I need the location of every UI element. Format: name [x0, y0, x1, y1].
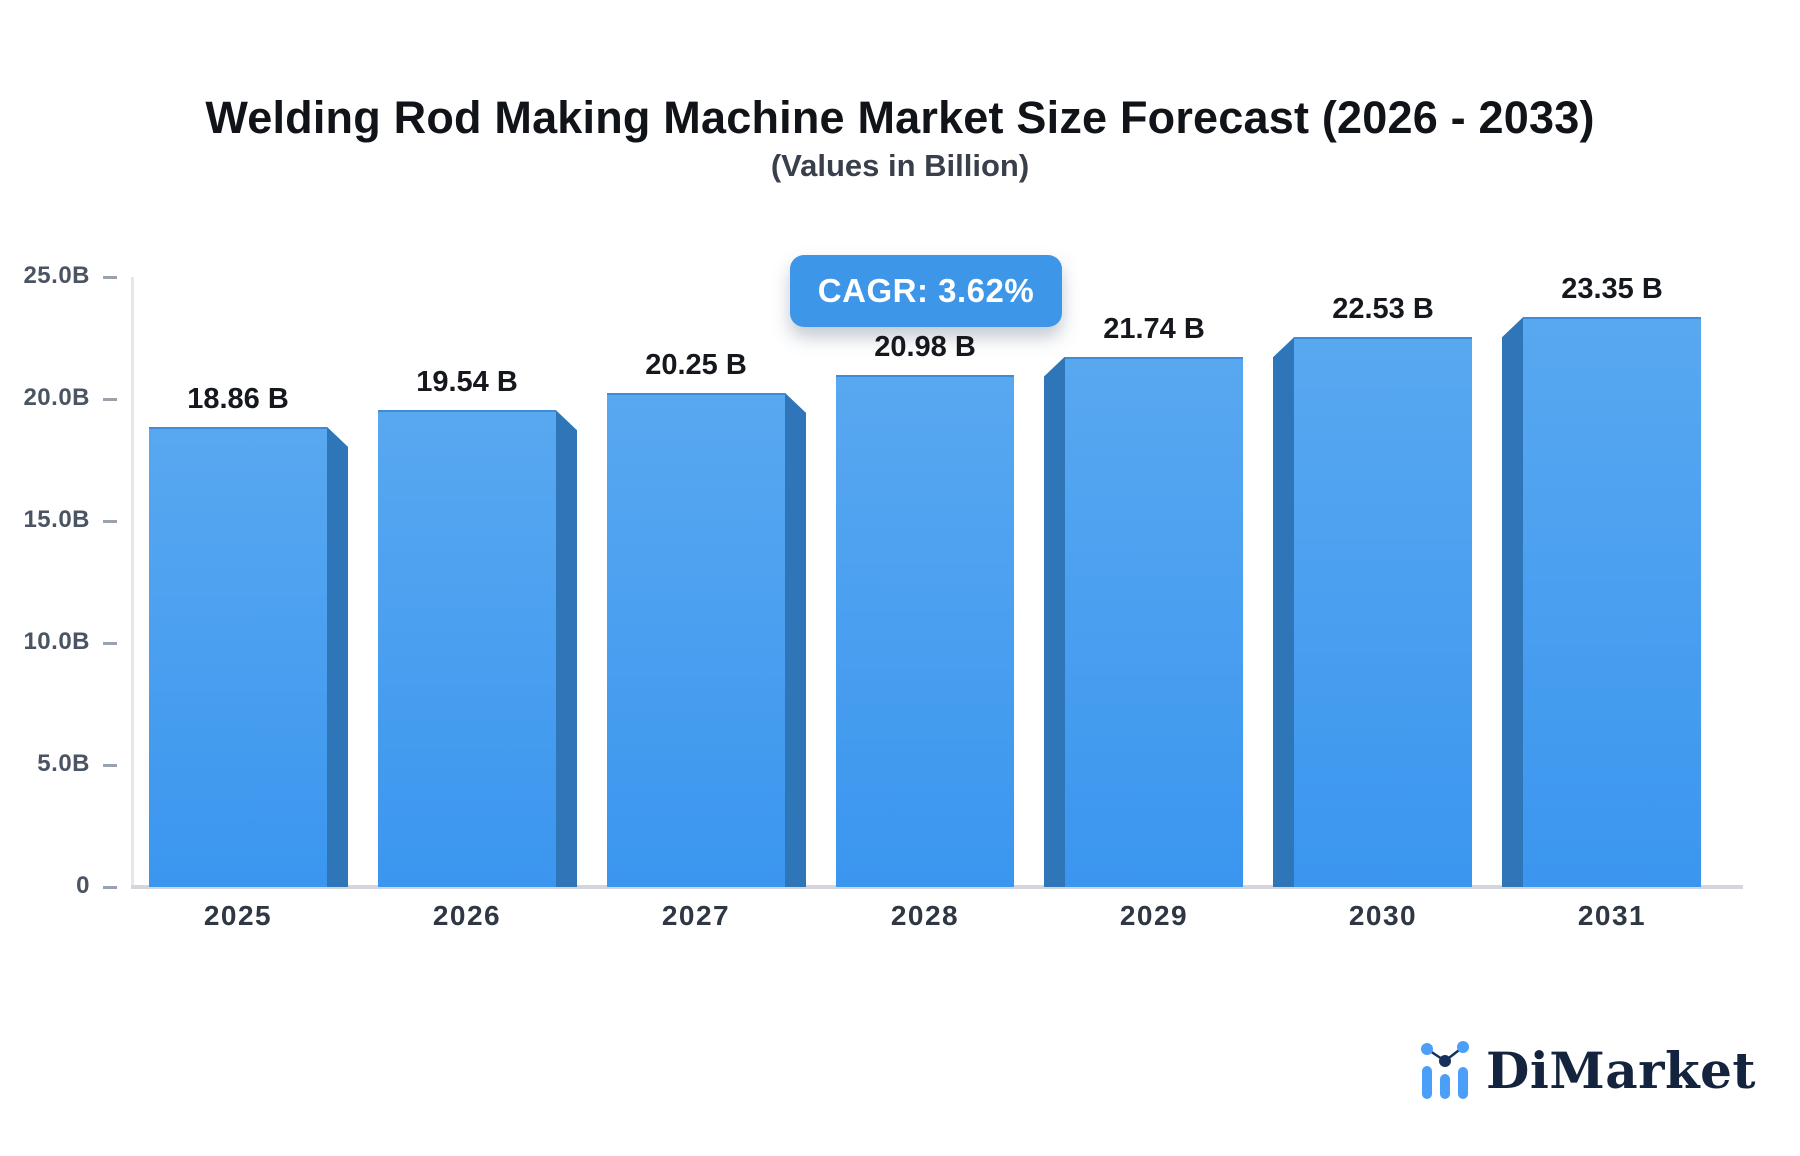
bar-2028: [836, 375, 1014, 887]
y-axis-tick-label: 0: [76, 872, 90, 899]
bar-side-panel: [327, 426, 348, 887]
bar-value-label: 20.98 B: [874, 331, 976, 364]
x-axis-label: 2028: [890, 900, 960, 931]
x-axis-label: 2029: [1119, 900, 1189, 931]
bar-side-panel: [785, 392, 806, 887]
x-axis-label: 2026: [432, 900, 502, 931]
cagr-badge-label: CAGR: 3.62%: [817, 272, 1035, 309]
bar-2029: [1065, 356, 1243, 887]
bar-2025: [149, 426, 327, 887]
x-axis-label: 2031: [1577, 900, 1647, 931]
y-axis-tick-label: 5.0B: [37, 750, 90, 777]
bar-value-label: 19.54 B: [416, 366, 518, 399]
y-axis-line: [131, 277, 134, 887]
y-axis-tick-label: 20.0B: [23, 384, 90, 411]
y-axis-tick-label: 10.0B: [23, 628, 90, 655]
bar-side-panel: [1502, 317, 1523, 887]
chart-subtitle: (Values in Billion): [770, 148, 1030, 183]
bar-2031: [1523, 317, 1701, 887]
brand-logo-text: DiMarket: [1486, 1040, 1756, 1100]
y-axis-tick: [103, 520, 117, 523]
bar-side-panel: [1273, 337, 1294, 887]
chart-title: Welding Rod Making Machine Market Size F…: [205, 92, 1595, 143]
mini-bar-line-chart-icon: [1421, 1041, 1469, 1099]
bar-value-label: 20.25 B: [645, 348, 747, 381]
bar-value-label: 18.86 B: [187, 382, 289, 415]
x-axis-baseline: [131, 885, 1743, 889]
bar-value-label: 23.35 B: [1561, 273, 1663, 306]
x-axis-label: 2025: [203, 900, 273, 931]
y-axis-tick: [103, 642, 117, 645]
bar-2026: [378, 410, 556, 887]
bar-value-label: 21.74 B: [1103, 312, 1205, 345]
bar-value-label: 22.53 B: [1332, 293, 1434, 326]
cagr-badge: CAGR: 3.62%: [790, 255, 1062, 327]
y-axis-tick: [103, 886, 117, 889]
y-axis-tick: [103, 398, 117, 401]
y-axis-tick-label: 15.0B: [23, 506, 90, 533]
x-axis-label: 2030: [1348, 900, 1418, 931]
x-axis-label: 2027: [661, 900, 731, 931]
bar-2030: [1294, 337, 1472, 887]
y-axis-tick-label: 25.0B: [23, 262, 90, 289]
bar-side-panel: [1044, 356, 1065, 887]
y-axis-tick: [103, 276, 117, 279]
brand-logo: DiMarket: [1420, 1040, 1756, 1100]
bar-2027: [607, 392, 785, 887]
bar-side-panel: [556, 410, 577, 887]
y-axis-tick: [103, 764, 117, 767]
